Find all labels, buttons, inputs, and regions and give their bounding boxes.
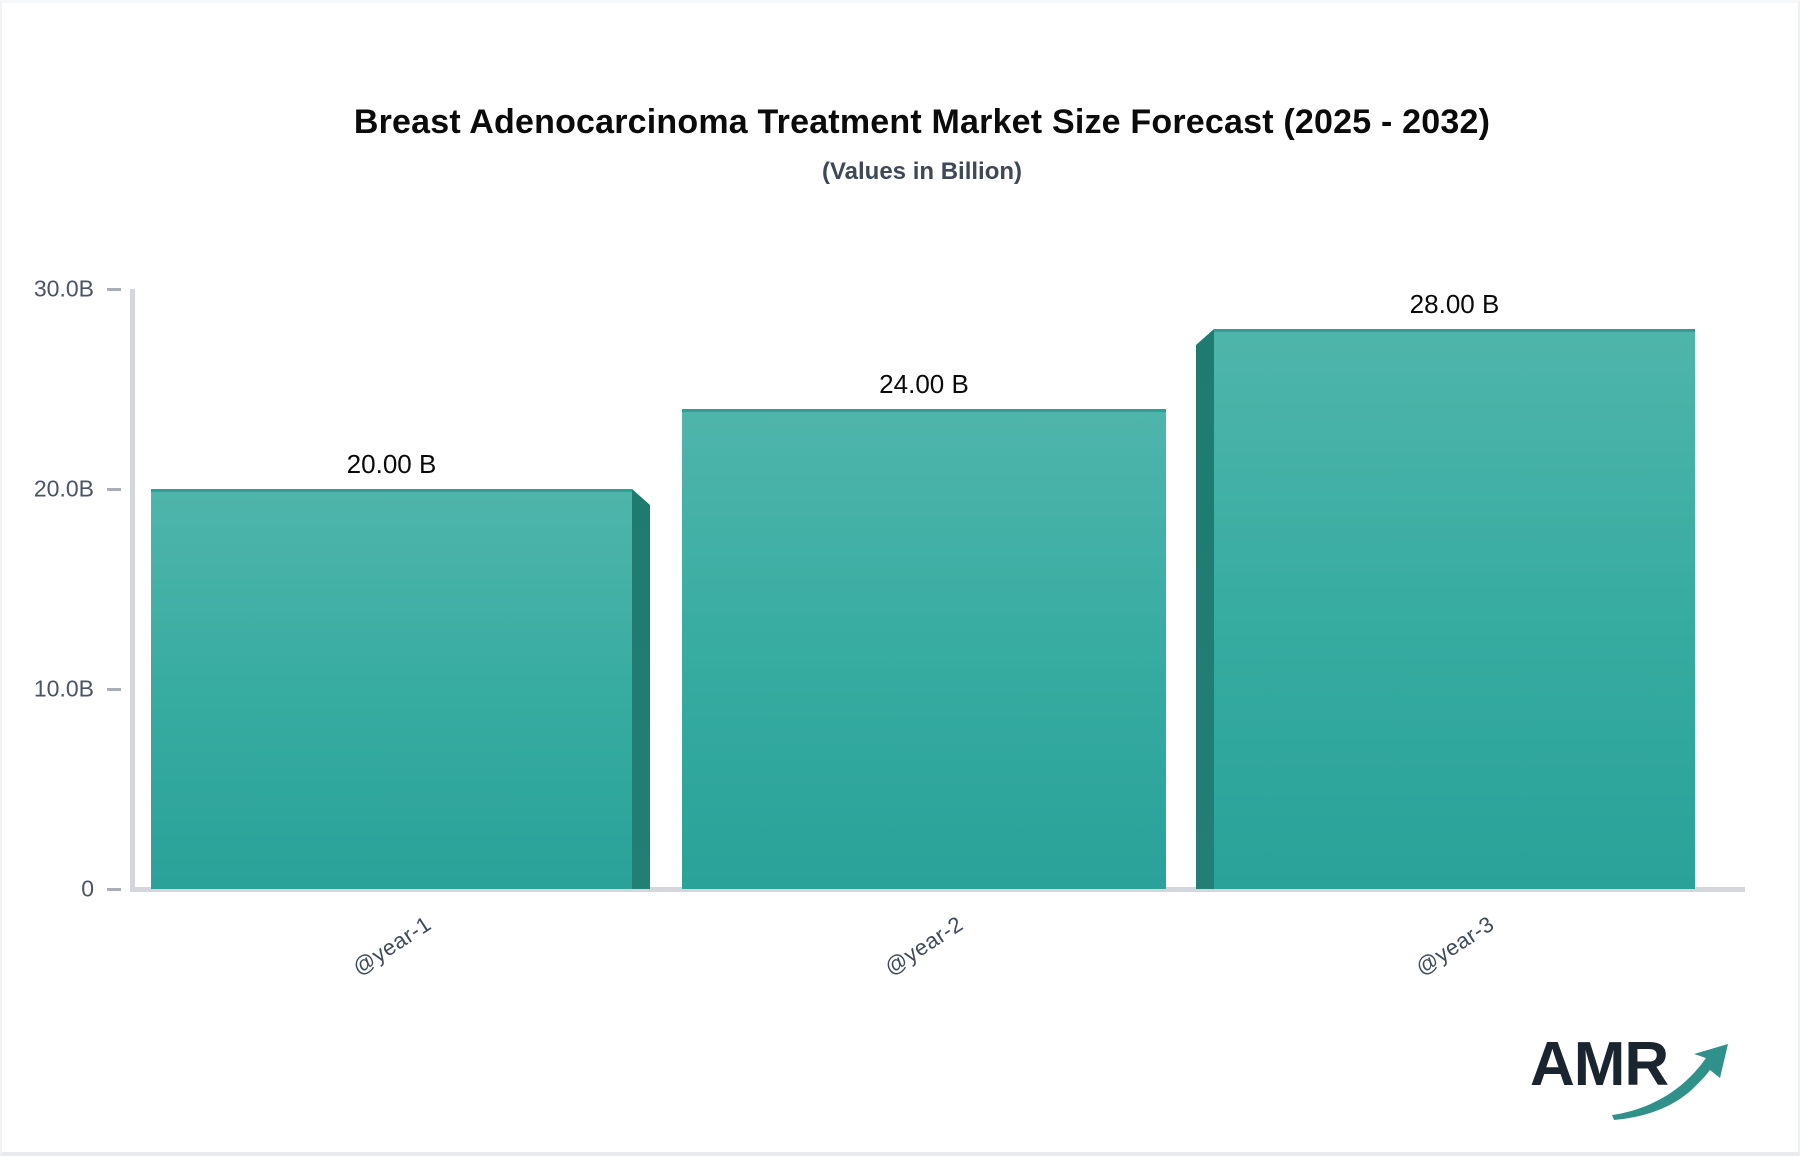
chart-title: Breast Adenocarcinoma Treatment Market S… — [353, 103, 1491, 141]
bar-year-1[interactable] — [151, 489, 632, 889]
bar-side-shade-year-1 — [632, 489, 650, 889]
y-axis-tick-label: 0 — [81, 875, 94, 902]
y-axis-tick-mark — [107, 288, 121, 291]
y-axis-tick-mark — [107, 888, 121, 891]
bar-chart-plot-area: 30.0B 20.0B 10.0B 0 20.00 B @year-1 24.00 B @ye… — [2, 3, 1798, 1152]
growth-arrow-icon — [1612, 1044, 1728, 1120]
bar-year-2[interactable] — [682, 409, 1166, 889]
y-axis-tick-mark — [107, 488, 121, 491]
bar-year-3[interactable] — [1214, 329, 1695, 889]
chart-subtitle: (Values in Billion) — [821, 158, 1023, 185]
y-axis-tick-label: 20.0B — [33, 475, 94, 502]
x-axis-category-label-year-3: @year-3 — [1410, 911, 1499, 981]
bar-value-label-year-3: 28.00 B — [1409, 289, 1500, 319]
amr-logo-text: AMR — [1530, 1030, 1669, 1099]
y-axis-line — [130, 289, 135, 892]
x-axis-category-label-year-2: @year-2 — [879, 911, 968, 981]
x-axis-category-label-year-1: @year-1 — [347, 911, 436, 981]
amr-logo: AMR — [1530, 1029, 1740, 1120]
bar-value-label-year-2: 24.00 B — [879, 369, 969, 399]
x-axis-line — [130, 887, 1745, 892]
y-axis-tick-mark — [107, 688, 121, 691]
y-axis-tick-label: 30.0B — [33, 275, 94, 302]
bar-value-label-year-1: 20.00 B — [346, 449, 437, 479]
chart-header: Breast Adenocarcinoma Treatment Market S… — [42, 3, 1798, 186]
y-axis-tick-label: 10.0B — [33, 675, 94, 702]
bar-side-shade-year-3 — [1196, 329, 1214, 889]
